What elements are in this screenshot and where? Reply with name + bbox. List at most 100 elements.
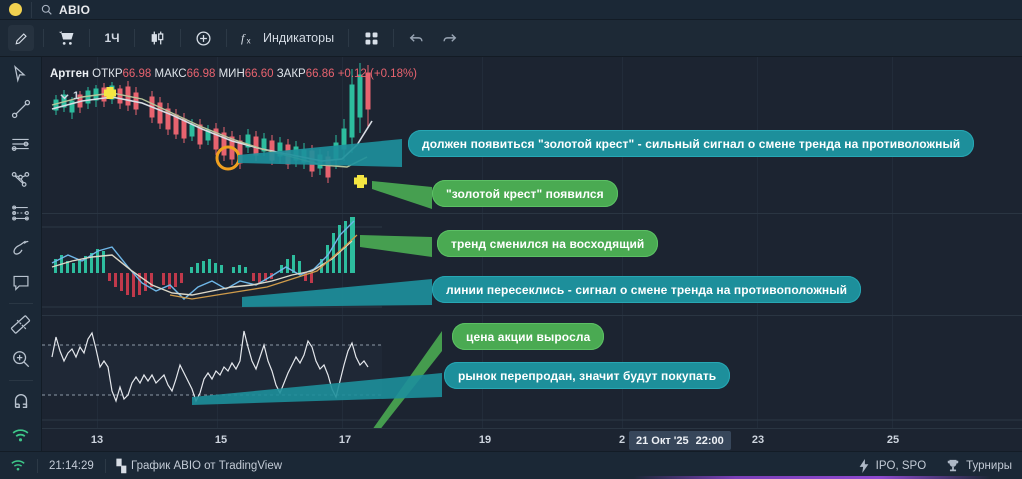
pane-divider [42, 315, 1022, 316]
symbol-search[interactable]: ABIO [41, 3, 90, 17]
grid-line [97, 57, 98, 428]
trend-line-icon [11, 100, 30, 119]
macd-pane [42, 217, 382, 308]
magnet-tool-button[interactable] [0, 384, 42, 419]
layout-grid-button[interactable] [358, 25, 384, 51]
ann-golden-cross-expected[interactable]: должен появиться "золотой крест" - сильн… [408, 130, 975, 157]
fx-icon: f x [241, 31, 251, 46]
tradingview-logo-icon: ▚ [116, 458, 126, 473]
grid-line [757, 57, 758, 428]
status-clock: 21:14:29 [49, 459, 94, 472]
pitchfork-icon [11, 171, 30, 187]
wifi-icon [12, 429, 29, 442]
indicators-button[interactable]: f x Индикаторы [236, 25, 339, 51]
ann-trend-changed-up[interactable]: тренд сменился на восходящий [437, 230, 659, 257]
divider [226, 29, 227, 47]
status-right-group: IPO, SPO Турниры [858, 458, 1012, 473]
divider [393, 29, 395, 47]
lightning-icon [859, 458, 869, 473]
timeframe-button[interactable]: 1Ч [99, 25, 125, 51]
ohlc-legend: Артген ОТКР66.98 МАКС66.98 МИН66.60 ЗАКР… [50, 68, 417, 80]
measure-tool-button[interactable] [0, 307, 42, 342]
zoom-tool-button[interactable] [0, 342, 42, 377]
svg-text:f: f [241, 31, 246, 45]
chart-credit-label: График ABIO от TradingView [131, 459, 283, 472]
chevron-down-icon [60, 93, 69, 99]
ipo-spo-link[interactable]: IPO, SPO [858, 458, 927, 473]
divider [104, 458, 106, 473]
plus-circle-icon [196, 30, 211, 46]
redo-icon [443, 33, 457, 42]
chart-type-button[interactable] [144, 25, 171, 51]
wifi-icon [11, 460, 25, 471]
candlestick-icon [151, 31, 164, 45]
legend-symbol-name: Артген [50, 68, 89, 80]
golden-cross-marker [104, 87, 116, 99]
magnifier-plus-icon [12, 351, 29, 368]
x-tick: 13 [90, 434, 104, 446]
legend-change: +0.12 [337, 68, 367, 80]
x-tick: 17 [338, 434, 352, 446]
legend-high-value: 66.98 [186, 68, 216, 80]
cursor-icon [14, 65, 26, 84]
horizontal-lines-tool-button[interactable] [0, 127, 42, 162]
tournaments-link[interactable]: Турниры [946, 459, 1012, 473]
legend-close-label: ЗАКР [276, 68, 306, 80]
compare-add-button[interactable] [190, 25, 217, 51]
ann-golden-cross-appeared[interactable]: "золотой крест" появился [432, 180, 618, 207]
divider [43, 29, 44, 47]
x-tick: 15 [214, 434, 228, 446]
time-axis[interactable]: 13 15 17 19 2 21 Окт '25 22:00 23 25 [42, 428, 1022, 451]
x-tick: 23 [751, 434, 765, 446]
highlight-circle [215, 145, 241, 171]
legend-open-label: ОТКР [92, 68, 123, 80]
brush-icon [12, 240, 29, 255]
chart-credit[interactable]: ▚ График ABIO от TradingView [117, 459, 282, 473]
magnet-icon [14, 394, 27, 409]
grid-line [342, 57, 343, 428]
legend-low-label: МИН [218, 68, 245, 80]
ann-price-grew[interactable]: цена акции выросла [452, 323, 605, 350]
divider [348, 29, 350, 47]
bottom-accent-bar [0, 476, 1022, 479]
text-note-tool-button[interactable] [0, 266, 42, 301]
connection-status-icon-button[interactable] [0, 418, 42, 453]
undo-icon [409, 33, 423, 42]
trophy-icon [947, 459, 959, 471]
ann-lines-crossed[interactable]: линии пересеклись - сигнал о смене тренд… [432, 276, 862, 303]
fib-levels-icon [12, 205, 29, 221]
redo-button[interactable] [436, 25, 463, 51]
golden-cross-marker [354, 175, 367, 188]
main-toolbar: 1Ч f x Индикаторы [0, 20, 1022, 57]
user-avatar[interactable] [9, 3, 22, 16]
search-icon [41, 4, 52, 15]
drawing-tools-rail [0, 57, 42, 479]
ann-oversold[interactable]: рынок перепродан, значит будут покупать [444, 362, 731, 389]
x-tick: 2 [618, 434, 626, 446]
trendline-tool-button[interactable] [0, 92, 42, 127]
symbol-ticker-label: ABIO [59, 2, 91, 17]
cursor-tool-button[interactable] [0, 57, 42, 92]
legend-high-label: МАКС [154, 68, 187, 80]
undo-button[interactable] [403, 25, 430, 51]
divider [134, 29, 135, 47]
buy-sell-cart-button[interactable] [53, 25, 80, 51]
pencil-icon [14, 32, 27, 45]
series-collapse-toggle[interactable]: 1 [60, 90, 79, 102]
status-wifi[interactable] [10, 459, 26, 472]
status-bar: 21:14:29 ▚ График ABIO от TradingView IP… [0, 451, 1022, 479]
divider [89, 29, 90, 47]
pencil-draw-button[interactable] [8, 25, 34, 51]
divider [8, 379, 33, 381]
x-tick: 19 [478, 434, 492, 446]
pitchfork-tool-button[interactable] [0, 161, 42, 196]
fib-tool-button[interactable] [0, 196, 42, 231]
brush-tool-button[interactable] [0, 231, 42, 266]
divider [31, 1, 32, 18]
grid-line [217, 57, 218, 428]
tooltip-time: 22:00 [695, 434, 724, 447]
x-tick: 25 [886, 434, 900, 446]
ipo-spo-label: IPO, SPO [875, 459, 927, 472]
ma-fast-line [51, 96, 373, 162]
